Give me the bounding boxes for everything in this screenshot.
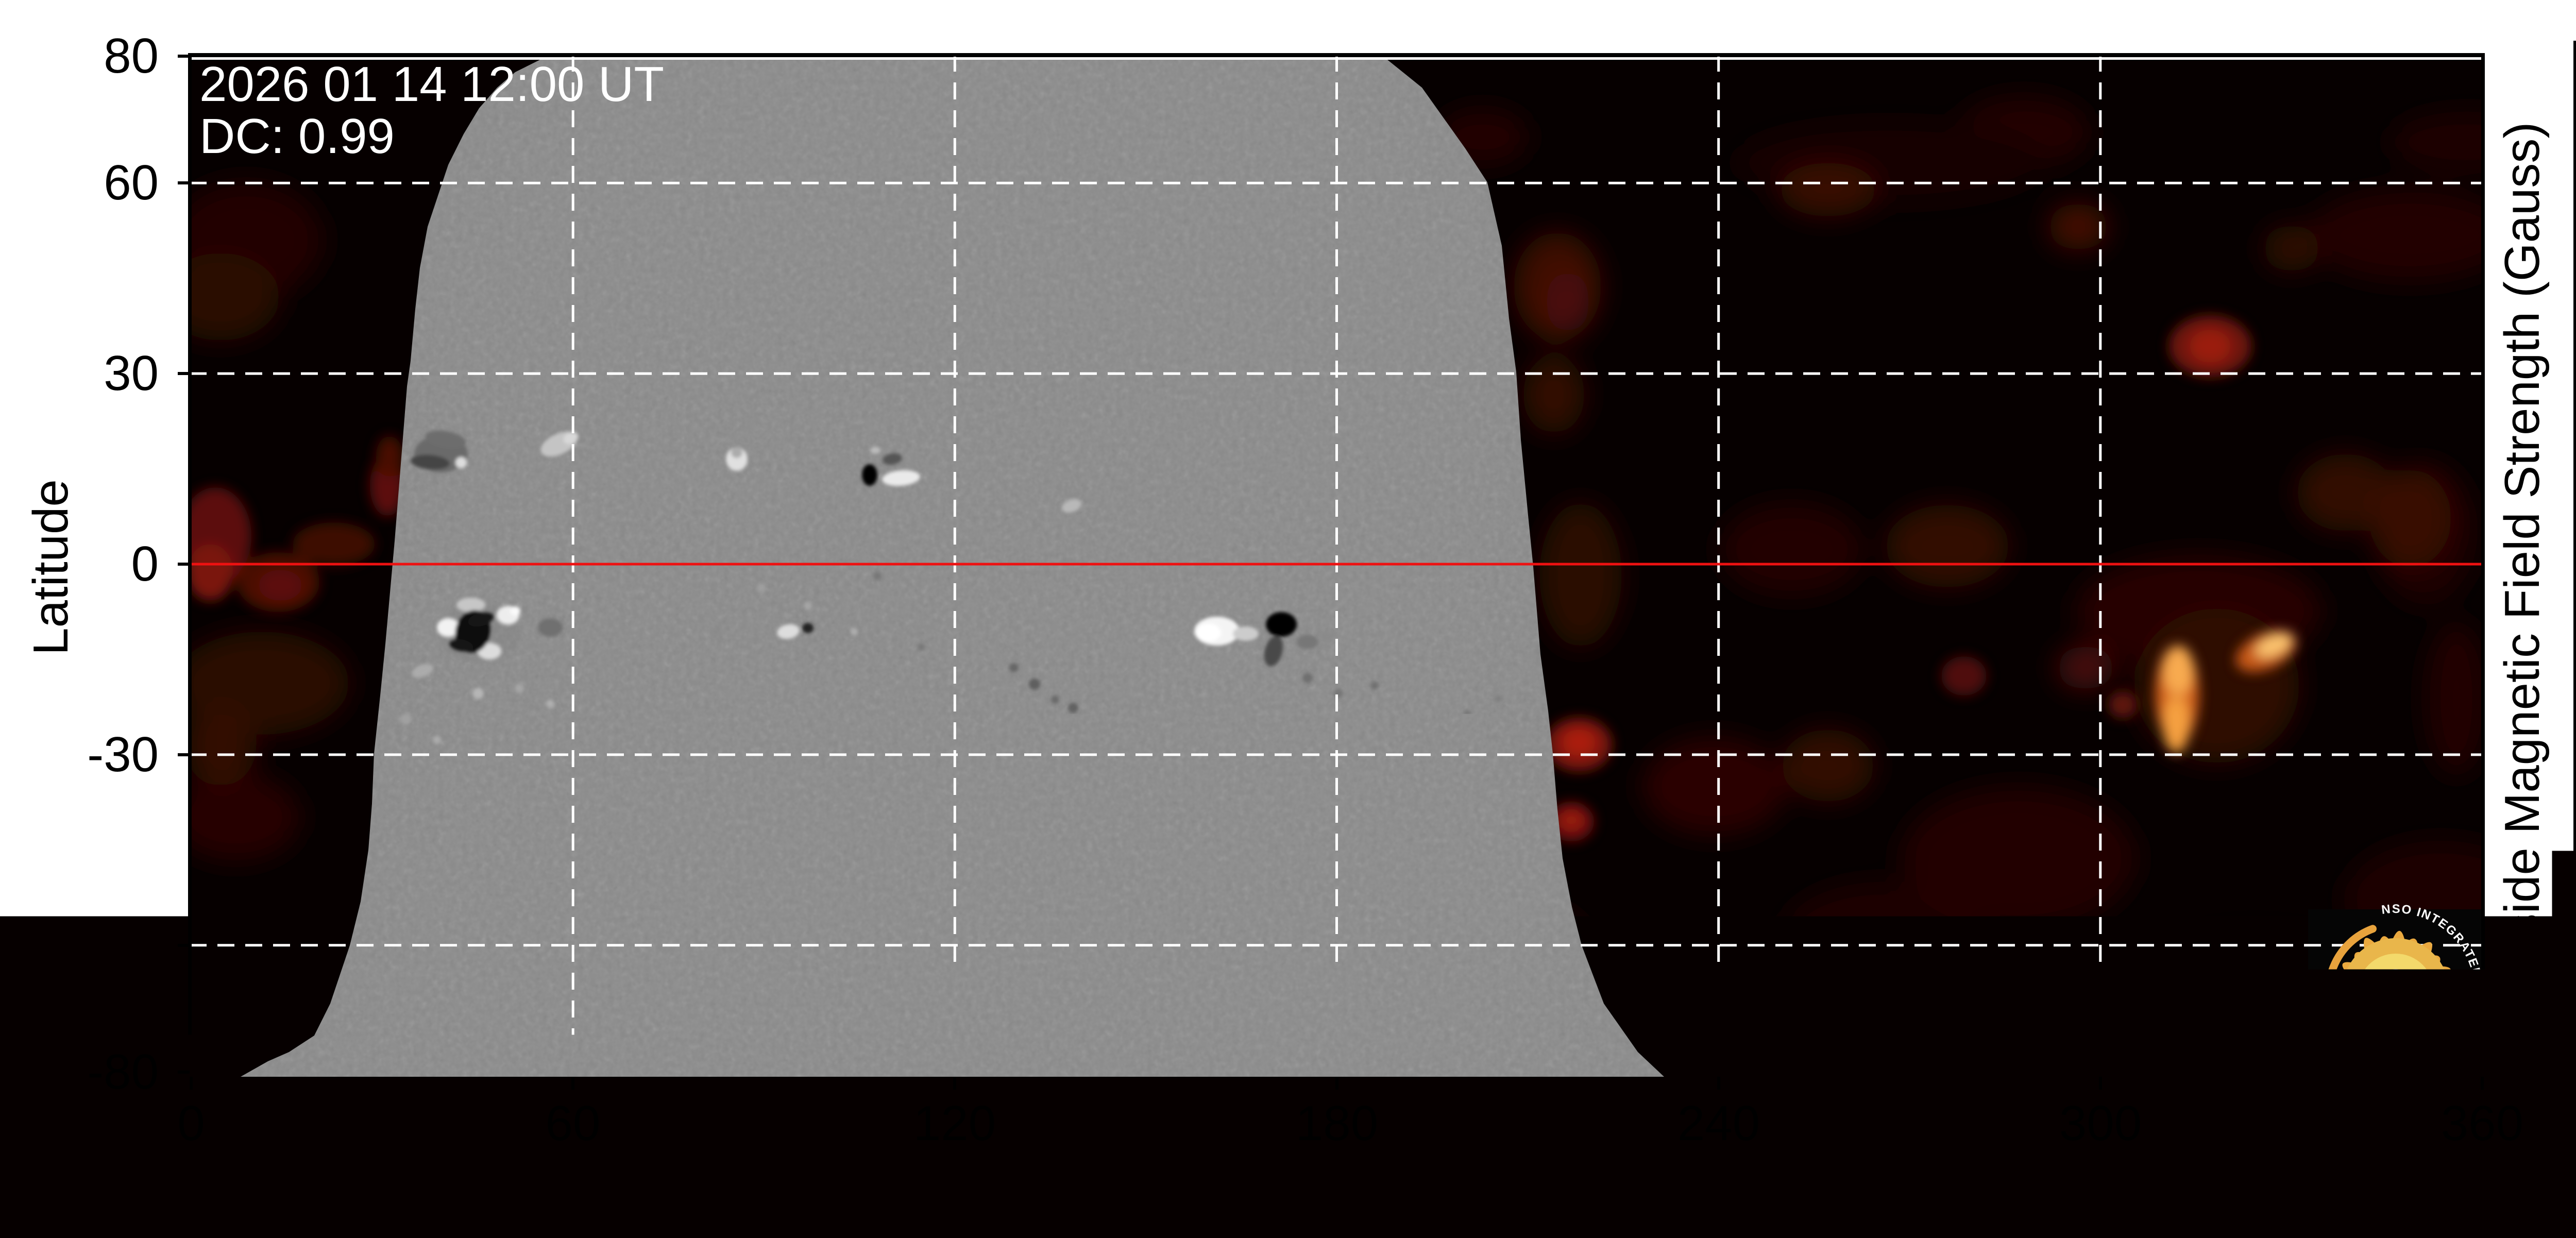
svg-text:2026 01 14 12:00 UT: 2026 01 14 12:00 UT — [199, 57, 664, 112]
svg-text:NISP: NISP — [2343, 983, 2449, 1047]
svg-text:DC: 0.99: DC: 0.99 — [199, 109, 395, 164]
